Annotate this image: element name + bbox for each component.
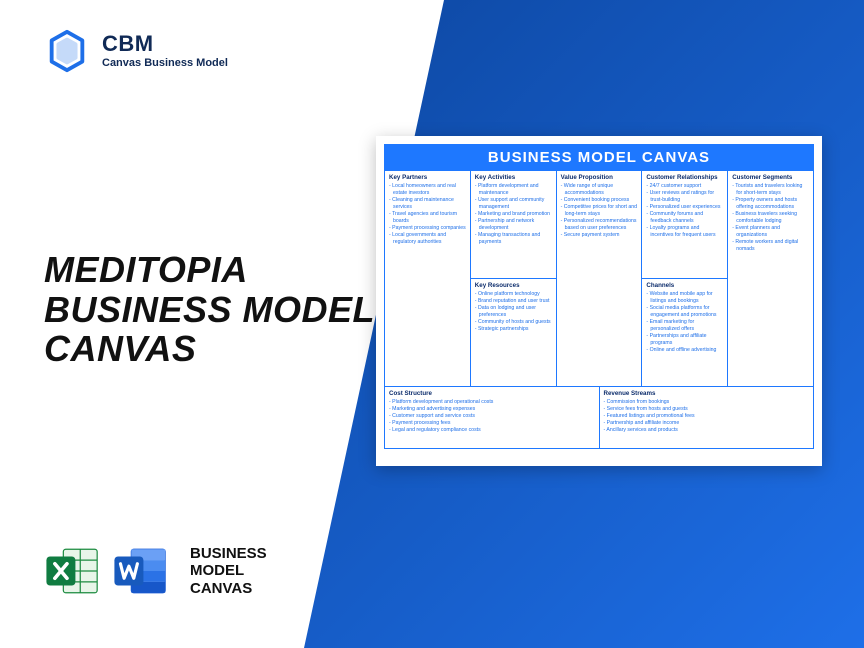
list-item: Local homeowners and real estate investo… <box>389 183 466 197</box>
list-item: Customer support and service costs <box>389 413 595 420</box>
list-item: Event planners and organizations <box>732 225 809 239</box>
list-item: Personalized user experiences <box>646 204 723 211</box>
list-item: Tourists and travelers looking for short… <box>732 183 809 197</box>
headline-l1: MEDITOPIA <box>44 250 375 290</box>
list-item: Partnership and network development <box>475 218 552 232</box>
list-key-activities: Platform development and maintenanceUser… <box>475 183 552 246</box>
canvas-top-grid: Key Partners Local homeowners and real e… <box>384 171 814 387</box>
list-channels: Website and mobile app for listings and … <box>646 291 723 354</box>
list-item: Featured listings and promotional fees <box>604 413 810 420</box>
canvas-bottom-grid: Cost Structure Platform development and … <box>384 387 814 449</box>
canvas-card: BUSINESS MODEL CANVAS Key Partners Local… <box>376 136 822 466</box>
list-value-proposition: Wide range of unique accommodationsConve… <box>561 183 638 239</box>
cell-revenue-streams: Revenue Streams Commission from bookings… <box>600 387 815 449</box>
list-item: Community of hosts and guests <box>475 319 552 326</box>
list-item: Partnership and affiliate income <box>604 420 810 427</box>
list-item: User reviews and ratings for trust-build… <box>646 190 723 204</box>
list-revenue-streams: Commission from bookingsService fees fro… <box>604 399 810 434</box>
canvas-title: BUSINESS MODEL CANVAS <box>384 144 814 171</box>
list-item: Social media platforms for engagement an… <box>646 305 723 319</box>
cell-channels: Channels Website and mobile app for list… <box>642 279 728 387</box>
bmc-label: BUSINESS MODEL CANVAS <box>190 545 267 597</box>
cell-key-partners: Key Partners Local homeowners and real e… <box>385 171 471 387</box>
list-item: Property owners and hosts offering accom… <box>732 197 809 211</box>
list-item: Legal and regulatory compliance costs <box>389 427 595 434</box>
stage: CBM Canvas Business Model MEDITOPIA BUSI… <box>0 0 864 648</box>
list-item: Service fees from hosts and guests <box>604 406 810 413</box>
list-item: Strategic partnerships <box>475 326 552 333</box>
headline: MEDITOPIA BUSINESS MODEL CANVAS <box>44 250 375 369</box>
brand-abbr: CBM <box>102 33 228 55</box>
list-customer-relationships: 24/7 customer supportUser reviews and ra… <box>646 183 723 239</box>
h-value-proposition: Value Proposition <box>561 174 638 181</box>
h-cost-structure: Cost Structure <box>389 390 595 397</box>
excel-icon <box>44 542 102 600</box>
bmc-l1: BUSINESS <box>190 545 267 562</box>
file-icons-row: BUSINESS MODEL CANVAS <box>44 542 267 600</box>
list-item: Managing transactions and payments <box>475 232 552 246</box>
list-item: Payment processing companies <box>389 225 466 232</box>
list-item: Travel agencies and tourism boards <box>389 211 466 225</box>
list-item: Local governments and regulatory authori… <box>389 232 466 246</box>
list-item: Partnerships and affiliate programs <box>646 333 723 347</box>
list-item: Marketing and advertising expenses <box>389 406 595 413</box>
cell-customer-segments: Customer Segments Tourists and travelers… <box>728 171 814 387</box>
brand-block: CBM Canvas Business Model <box>44 28 228 74</box>
cell-value-proposition: Value Proposition Wide range of unique a… <box>557 171 643 387</box>
list-item: 24/7 customer support <box>646 183 723 190</box>
h-customer-segments: Customer Segments <box>732 174 809 181</box>
list-item: Community forums and feedback channels <box>646 211 723 225</box>
list-item: Personalized recommendations based on us… <box>561 218 638 232</box>
headline-l2: BUSINESS MODEL <box>44 290 375 330</box>
bmc-l2: MODEL <box>190 562 267 579</box>
list-item: Online platform technology <box>475 291 552 298</box>
list-item: Competitive prices for short and long-te… <box>561 204 638 218</box>
list-item: Ancillary services and products <box>604 427 810 434</box>
list-item: Payment processing fees <box>389 420 595 427</box>
list-item: Remote workers and digital nomads <box>732 239 809 253</box>
cell-key-activities: Key Activities Platform development and … <box>471 171 557 279</box>
list-item: Loyalty programs and incentives for freq… <box>646 225 723 239</box>
cell-key-resources: Key Resources Online platform technology… <box>471 279 557 387</box>
list-item: Wide range of unique accommodations <box>561 183 638 197</box>
list-key-partners: Local homeowners and real estate investo… <box>389 183 466 246</box>
brand-full: Canvas Business Model <box>102 57 228 69</box>
list-customer-segments: Tourists and travelers looking for short… <box>732 183 809 253</box>
h-key-activities: Key Activities <box>475 174 552 181</box>
bmc-l3: CANVAS <box>190 580 267 597</box>
list-cost-structure: Platform development and operational cos… <box>389 399 595 434</box>
list-item: Online and offline advertising <box>646 347 723 354</box>
list-item: Marketing and brand promotion <box>475 211 552 218</box>
h-channels: Channels <box>646 282 723 289</box>
list-item: Convenient booking process <box>561 197 638 204</box>
list-item: Secure payment system <box>561 232 638 239</box>
h-key-partners: Key Partners <box>389 174 466 181</box>
list-item: Commission from bookings <box>604 399 810 406</box>
list-item: Platform development and operational cos… <box>389 399 595 406</box>
list-item: Brand reputation and user trust <box>475 298 552 305</box>
logo-icon <box>44 28 90 74</box>
cell-cost-structure: Cost Structure Platform development and … <box>385 387 600 449</box>
list-item: Platform development and maintenance <box>475 183 552 197</box>
cell-customer-relationships: Customer Relationships 24/7 customer sup… <box>642 171 728 279</box>
list-item: User support and community management <box>475 197 552 211</box>
list-item: Data on lodging and user preferences <box>475 305 552 319</box>
brand-text: CBM Canvas Business Model <box>102 33 228 69</box>
h-customer-relationships: Customer Relationships <box>646 174 723 181</box>
h-key-resources: Key Resources <box>475 282 552 289</box>
word-icon <box>112 542 170 600</box>
h-revenue-streams: Revenue Streams <box>604 390 810 397</box>
list-item: Business travelers seeking comfortable l… <box>732 211 809 225</box>
headline-l3: CANVAS <box>44 329 375 369</box>
list-item: Cleaning and maintenance services <box>389 197 466 211</box>
list-key-resources: Online platform technologyBrand reputati… <box>475 291 552 333</box>
list-item: Website and mobile app for listings and … <box>646 291 723 305</box>
list-item: Email marketing for personalized offers <box>646 319 723 333</box>
